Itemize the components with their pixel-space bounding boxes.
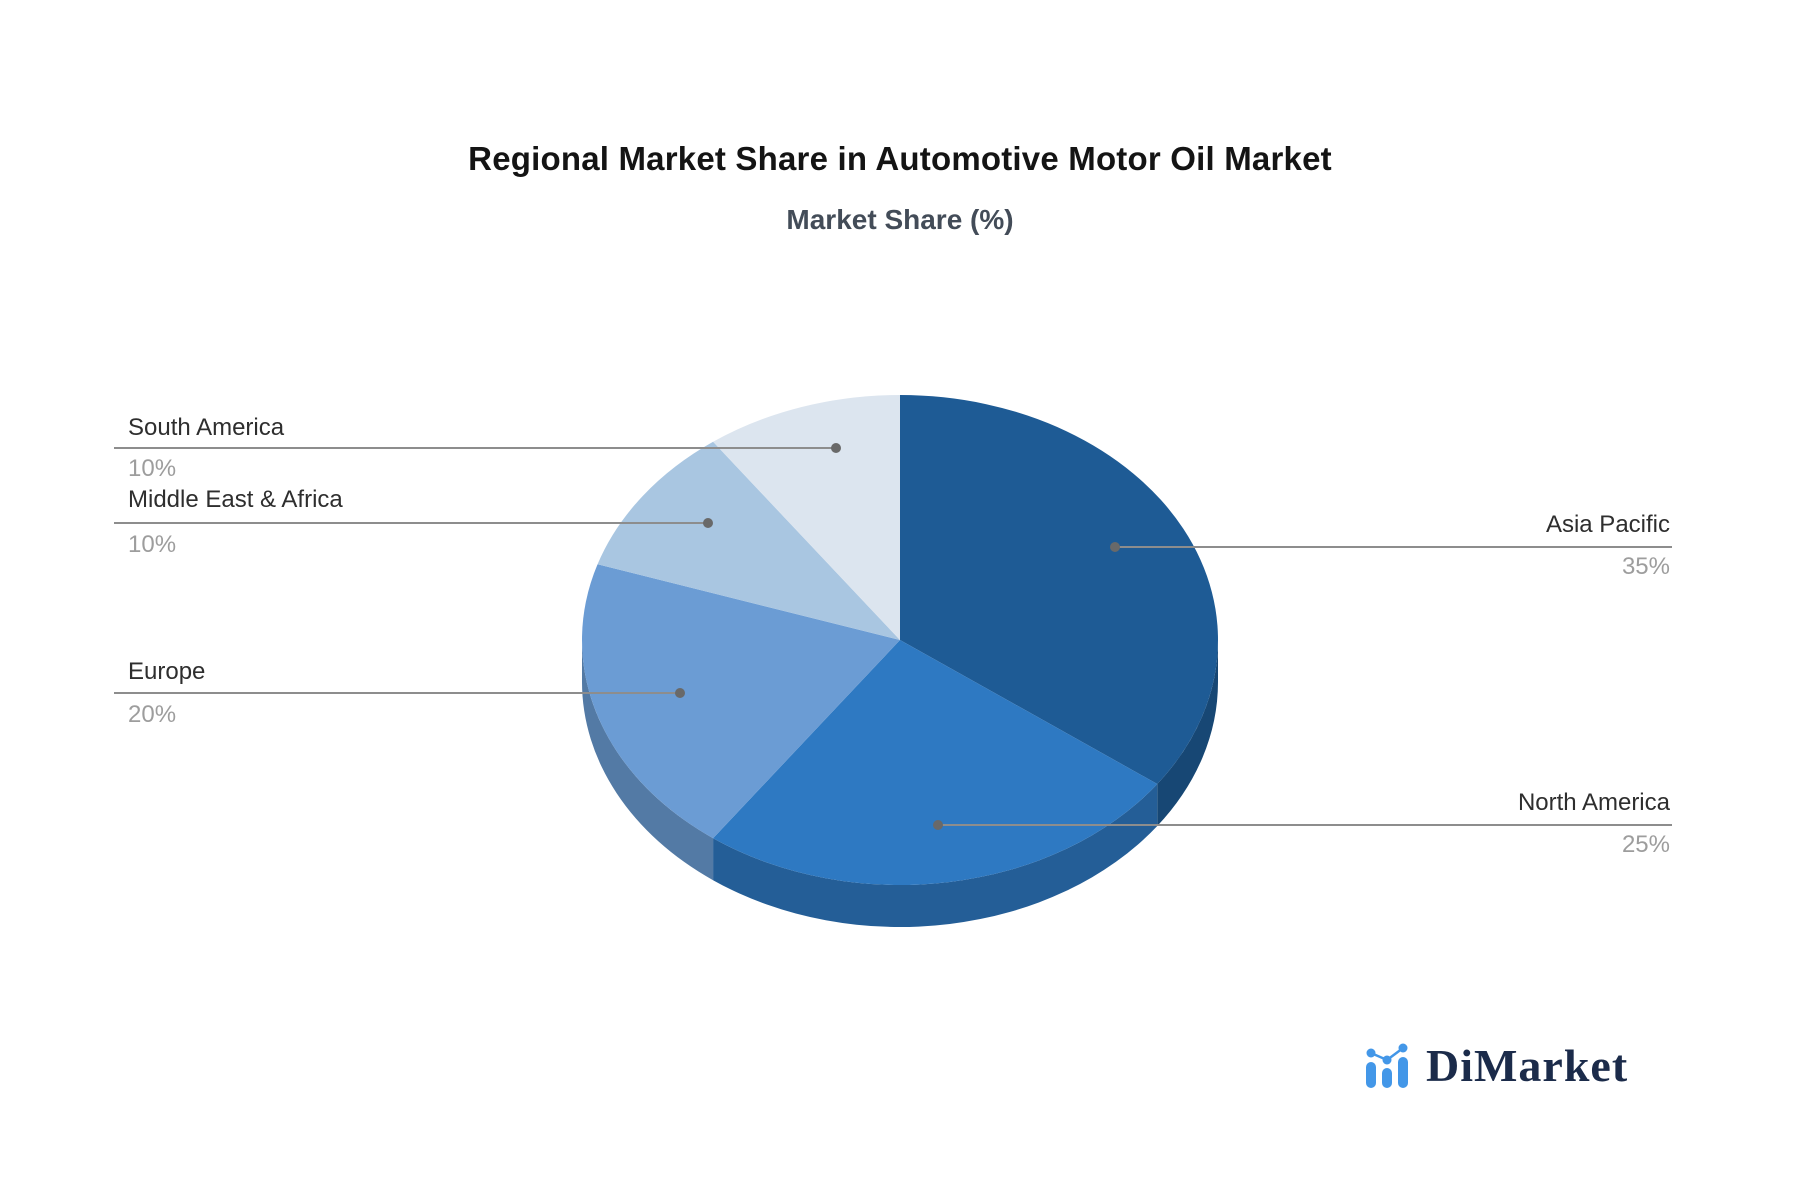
pie-slice-side-asia-pacific [1157, 640, 1218, 827]
chart-subtitle: Market Share (%) [786, 204, 1014, 235]
slice-pct-north-america: 25% [1621, 831, 1670, 858]
pie-slice-asia-pacific[interactable] [900, 395, 1219, 785]
slice-label-europe: Europe [128, 658, 206, 685]
leader-dot-south-america [831, 443, 841, 453]
slice-pct-south-america: 10% [128, 455, 177, 482]
chart-title: Regional Market Share in Automotive Moto… [468, 140, 1332, 177]
pie-slice-side-north-america [713, 784, 1158, 927]
pie-slice-middle-east-africa[interactable] [597, 441, 900, 640]
bar-chart-logo-icon [1366, 1043, 1408, 1088]
slice-pct-europe: 20% [128, 701, 177, 728]
brand-logo: DiMarket [1362, 1040, 1628, 1090]
slice-label-asia-pacific: Asia Pacific [1545, 511, 1670, 538]
leader-dot-north-america [933, 820, 943, 830]
slice-pct-asia-pacific: 35% [1621, 553, 1670, 580]
pie-slice-north-america[interactable] [713, 640, 1158, 886]
leader-dot-middle-east-africa [703, 518, 713, 528]
leader-dot-europe [675, 688, 685, 698]
leader-dot-asia-pacific [1110, 542, 1120, 552]
slice-label-north-america: North America [1517, 789, 1670, 816]
slice-label-middle-east-africa: Middle East & Africa [128, 486, 343, 513]
slice-label-south-america: South America [128, 414, 285, 441]
pie-slice-south-america[interactable] [713, 395, 900, 640]
brand-logo-text: DiMarket [1426, 1040, 1629, 1091]
slice-pct-middle-east-africa: 10% [128, 531, 177, 558]
pie-slice-europe[interactable] [582, 564, 900, 839]
pie-slice-side-europe [582, 640, 714, 881]
